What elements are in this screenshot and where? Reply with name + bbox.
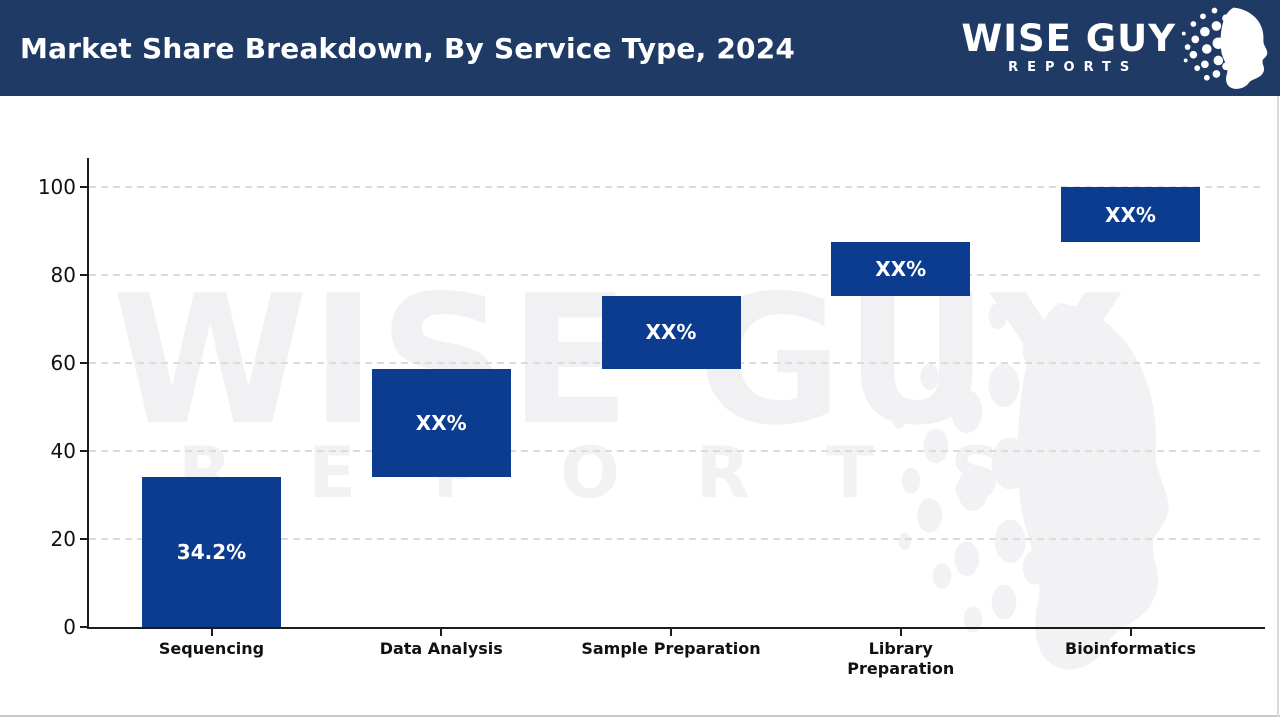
y-tick-label: 100 [37, 175, 76, 199]
y-tick-mark [80, 626, 88, 628]
y-tick-label: 40 [50, 439, 76, 463]
x-tick-mark [210, 629, 213, 636]
bar-value-label: XX% [875, 257, 927, 282]
y-tick-label: 60 [50, 351, 76, 375]
x-tick-label: Data Analysis [379, 639, 503, 658]
wiseguy-face-icon [1181, 7, 1268, 89]
y-tick-mark [80, 186, 88, 188]
logo-wiseguy-text: WISE GUY [961, 17, 1176, 60]
bar-value-label: 34.2% [176, 539, 247, 564]
x-axis-line [87, 627, 1265, 629]
y-tick-label: 20 [50, 527, 76, 551]
bar-segment: XX% [371, 368, 511, 477]
x-tick-mark [670, 629, 672, 636]
y-tick-label: 80 [50, 263, 76, 287]
bar-value-label: XX% [645, 320, 697, 345]
watermark-face-icon [892, 303, 1169, 670]
x-tick-mark [899, 629, 902, 636]
x-tick-label: Sample Preparation [581, 639, 761, 658]
gridline [89, 274, 1265, 276]
y-tick-mark [80, 274, 88, 276]
x-tick-label: Library Preparation [847, 639, 955, 678]
y-tick-mark [80, 538, 88, 540]
logo-reports-text: REPORTS [1008, 60, 1139, 75]
bar-segment: XX% [601, 296, 741, 369]
x-tick-label: Sequencing [158, 639, 265, 658]
chart-title: Market Share Breakdown, By Service Type,… [20, 31, 796, 65]
bar-value-label: XX% [1105, 202, 1156, 227]
watermark-reports-text: R E P O R T S [178, 432, 1027, 514]
x-tick-mark [1129, 629, 1132, 636]
bar-segment: 34.2% [142, 476, 281, 627]
gridline [89, 450, 1265, 452]
bar-segment: XX% [1061, 187, 1200, 243]
header-bar: Market Share Breakdown, By Service Type,… [0, 0, 1280, 96]
y-tick-label: 0 [63, 615, 76, 639]
gridline [89, 186, 1265, 188]
bar-value-label: XX% [415, 410, 467, 435]
wiseguy-logo: WISE GUY REPORTS [961, 4, 1274, 92]
y-tick-mark [80, 362, 88, 364]
x-tick-mark [440, 629, 443, 636]
y-tick-mark [80, 450, 88, 452]
y-axis-line [87, 158, 89, 629]
bar-segment: XX% [831, 242, 971, 297]
page-bottom-border [0, 715, 1280, 717]
gridline [89, 538, 1265, 540]
page-right-border [1277, 96, 1279, 717]
x-tick-label: Bioinformatics [1065, 639, 1196, 658]
